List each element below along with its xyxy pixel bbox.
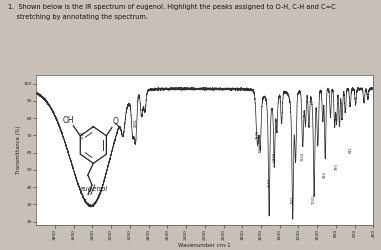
Text: 1261: 1261 [291, 195, 295, 204]
Text: 914: 914 [323, 172, 327, 178]
Text: eugenol: eugenol [79, 186, 107, 192]
Text: 1513: 1513 [267, 178, 271, 187]
Text: 1458: 1458 [272, 152, 276, 161]
Text: 793: 793 [335, 163, 339, 170]
Text: 2941: 2941 [133, 118, 138, 127]
Text: 641: 641 [349, 146, 353, 152]
Y-axis label: Transmittance (%): Transmittance (%) [16, 126, 21, 174]
Text: 1638: 1638 [255, 130, 259, 139]
X-axis label: Wavenumber cm-1: Wavenumber cm-1 [178, 243, 231, 248]
Text: 1154: 1154 [301, 152, 305, 161]
Text: 1608: 1608 [258, 144, 262, 152]
Text: OH: OH [63, 116, 74, 125]
Text: 3521: 3521 [81, 130, 85, 139]
Text: stretching by annotating the spectrum.: stretching by annotating the spectrum. [8, 14, 147, 20]
Text: O: O [112, 117, 118, 126]
Text: 1.  Shown below is the IR spectrum of eugenol. Highlight the peaks assigned to O: 1. Shown below is the IR spectrum of eug… [8, 4, 335, 10]
Text: 1033: 1033 [312, 195, 316, 204]
